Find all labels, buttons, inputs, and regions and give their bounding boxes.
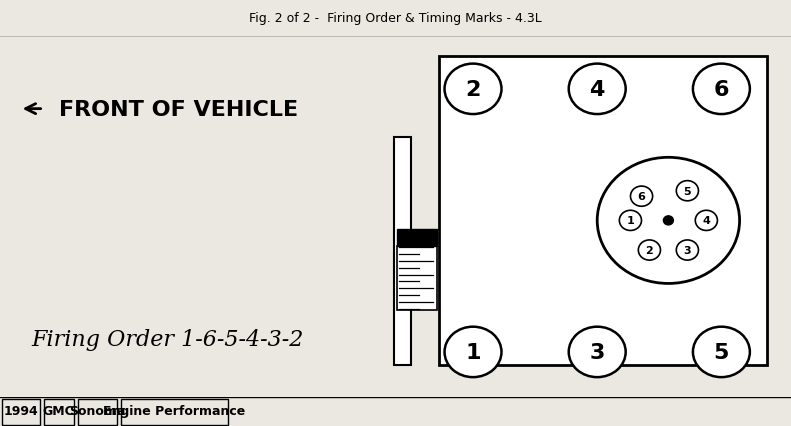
Text: 2: 2 — [465, 80, 481, 100]
Text: FRONT OF VEHICLE: FRONT OF VEHICLE — [59, 99, 298, 119]
Ellipse shape — [638, 240, 660, 261]
Ellipse shape — [445, 327, 501, 377]
Text: 5: 5 — [683, 186, 691, 196]
Bar — [78, 399, 117, 425]
Ellipse shape — [569, 327, 626, 377]
Ellipse shape — [569, 64, 626, 115]
Ellipse shape — [676, 181, 698, 201]
Ellipse shape — [664, 216, 673, 225]
Bar — [121, 399, 228, 425]
Ellipse shape — [693, 327, 750, 377]
Bar — [439, 57, 767, 365]
Text: Engine Performance: Engine Performance — [104, 404, 245, 417]
Text: Sonoma: Sonoma — [69, 404, 126, 417]
Text: 6: 6 — [713, 80, 729, 100]
Text: Firing Order 1-6-5-4-3-2: Firing Order 1-6-5-4-3-2 — [32, 328, 304, 351]
Text: GMC: GMC — [43, 404, 74, 417]
Text: 5: 5 — [713, 342, 729, 362]
Ellipse shape — [619, 211, 642, 231]
Text: Fig. 2 of 2 -  Firing Order & Timing Marks - 4.3L: Fig. 2 of 2 - Firing Order & Timing Mark… — [249, 12, 542, 25]
Ellipse shape — [445, 64, 501, 115]
Ellipse shape — [676, 240, 698, 261]
Bar — [44, 399, 74, 425]
Bar — [394, 138, 411, 365]
Text: 1: 1 — [465, 342, 481, 362]
Bar — [2, 399, 40, 425]
Ellipse shape — [630, 187, 653, 207]
Text: 4: 4 — [589, 80, 605, 100]
Bar — [397, 230, 437, 246]
Text: 3: 3 — [589, 342, 605, 362]
Ellipse shape — [597, 158, 740, 284]
Ellipse shape — [695, 211, 717, 231]
Text: 3: 3 — [683, 245, 691, 256]
Bar — [397, 246, 437, 311]
Text: 1994: 1994 — [3, 404, 38, 417]
Ellipse shape — [693, 64, 750, 115]
Text: 6: 6 — [638, 192, 645, 201]
Text: 2: 2 — [645, 245, 653, 256]
Text: 1: 1 — [626, 216, 634, 226]
Text: 4: 4 — [702, 216, 710, 226]
